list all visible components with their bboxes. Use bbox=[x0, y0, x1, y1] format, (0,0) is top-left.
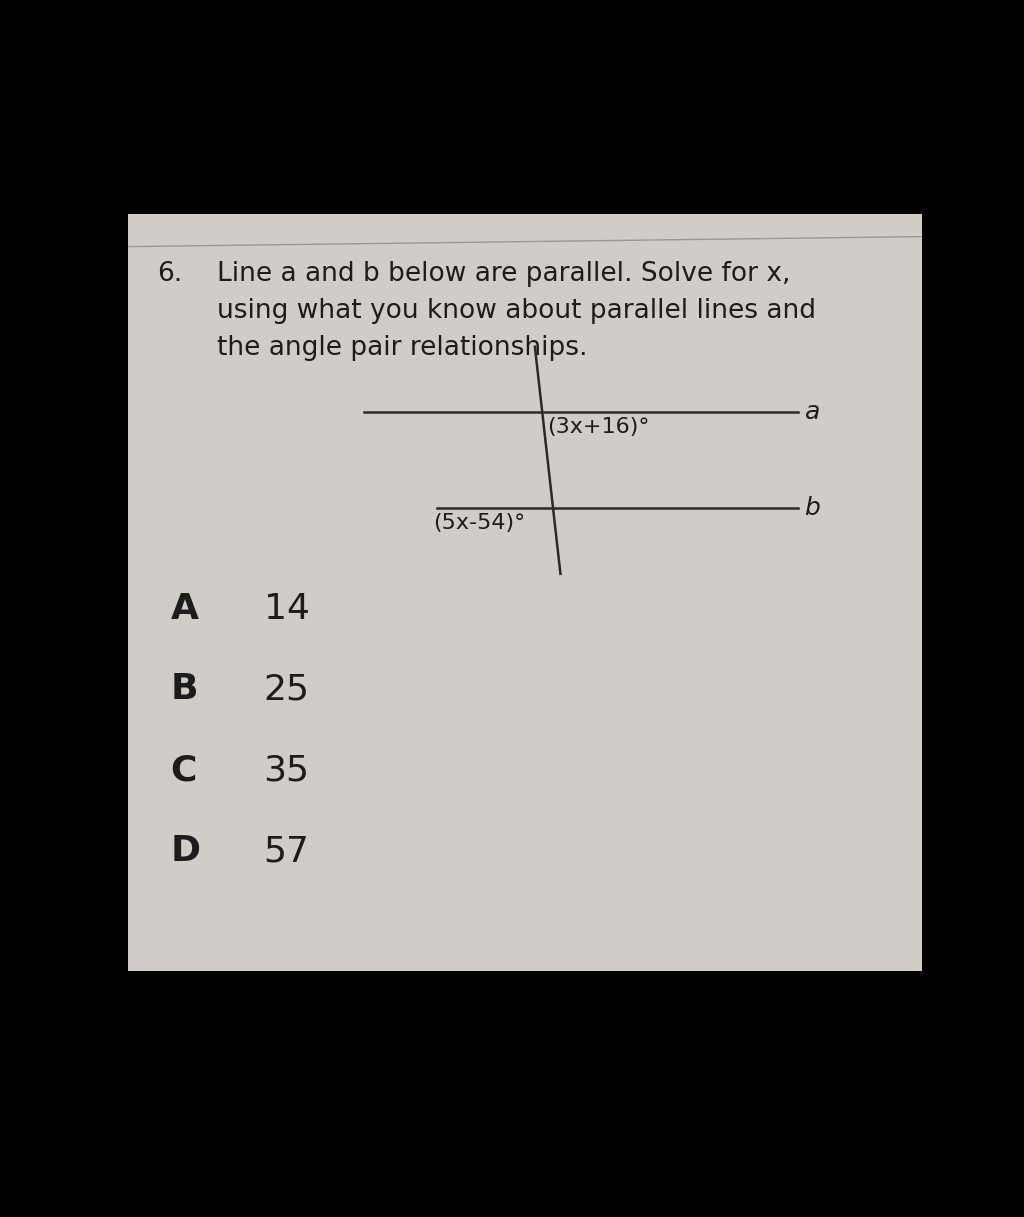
Text: A: A bbox=[171, 591, 199, 626]
Text: 6.: 6. bbox=[158, 262, 182, 287]
Text: B: B bbox=[171, 672, 198, 706]
Text: D: D bbox=[171, 834, 201, 868]
Text: the angle pair relationships.: the angle pair relationships. bbox=[217, 335, 588, 361]
Text: 57: 57 bbox=[263, 834, 309, 868]
Text: C: C bbox=[171, 753, 197, 787]
Text: using what you know about parallel lines and: using what you know about parallel lines… bbox=[217, 298, 816, 324]
Text: b: b bbox=[805, 497, 820, 521]
Text: 35: 35 bbox=[263, 753, 309, 787]
Text: (3x+16)°: (3x+16)° bbox=[547, 416, 649, 437]
Text: 25: 25 bbox=[263, 672, 309, 706]
Text: a: a bbox=[805, 400, 820, 425]
Text: (5x-54)°: (5x-54)° bbox=[433, 514, 525, 533]
FancyBboxPatch shape bbox=[128, 213, 922, 971]
Text: Line a and b below are parallel. Solve for x,: Line a and b below are parallel. Solve f… bbox=[217, 262, 791, 287]
Text: 14: 14 bbox=[263, 591, 309, 626]
